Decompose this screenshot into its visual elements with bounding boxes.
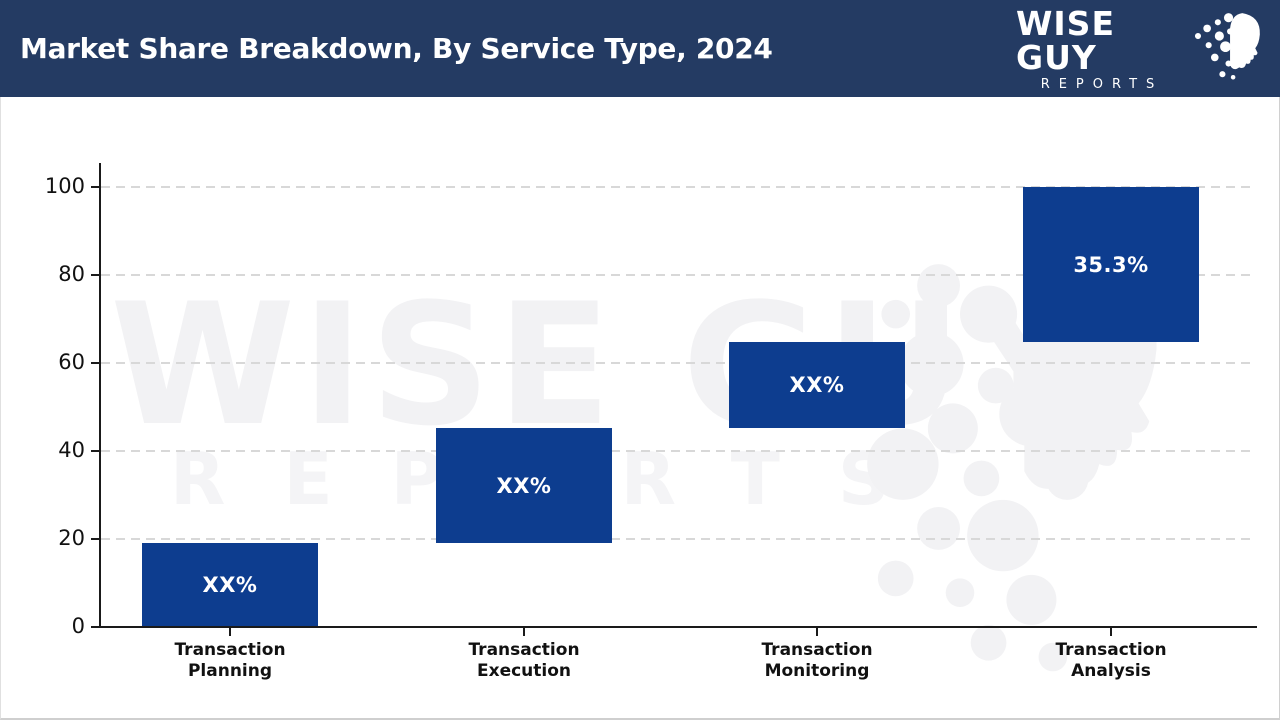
- y-tick-label: 100: [44, 174, 85, 198]
- y-tick: [91, 450, 100, 452]
- bar-value-label: XX%: [496, 473, 552, 498]
- y-tick-label: 0: [71, 614, 85, 638]
- gridline: [101, 538, 1256, 540]
- y-tick: [91, 362, 100, 364]
- y-tick: [91, 186, 100, 188]
- y-tick: [91, 626, 100, 628]
- y-tick-label: 80: [58, 262, 85, 286]
- x-tick: [523, 628, 525, 636]
- y-tick-label: 40: [58, 438, 85, 462]
- header-bar: Market Share Breakdown, By Service Type,…: [0, 0, 1280, 97]
- gridline: [101, 186, 1256, 188]
- x-tick: [229, 628, 231, 636]
- watermark-face-icon: [830, 207, 1190, 711]
- bar-segment: 35.3%: [1023, 187, 1199, 343]
- x-tick: [1110, 628, 1112, 636]
- x-axis-line: [99, 626, 1257, 628]
- logo-wiseguy-text: WISE GUY: [1016, 3, 1115, 77]
- x-category-label: Transaction Monitoring: [761, 640, 873, 681]
- y-tick-label: 60: [58, 350, 85, 374]
- bar-value-label: XX%: [789, 373, 845, 398]
- x-category-label: Transaction Analysis: [1055, 640, 1167, 681]
- x-category-label: Transaction Planning: [174, 640, 286, 681]
- x-category-label: Transaction Execution: [468, 640, 580, 681]
- gridline: [101, 362, 1256, 364]
- bar-value-label: 35.3%: [1073, 252, 1149, 277]
- gridline: [101, 450, 1256, 452]
- gridline: [101, 274, 1256, 276]
- y-tick: [91, 274, 100, 276]
- bar-value-label: XX%: [202, 572, 258, 597]
- bar-segment: XX%: [142, 542, 318, 627]
- y-axis-line: [99, 163, 101, 628]
- y-tick: [91, 538, 100, 540]
- bar-segment: XX%: [436, 428, 612, 543]
- wiseguy-logo: WISE GUY REPORTS: [1016, 6, 1266, 92]
- y-tick-label: 20: [58, 526, 85, 550]
- x-tick: [816, 628, 818, 636]
- page-title: Market Share Breakdown, By Service Type,…: [20, 32, 773, 65]
- bar-segment: XX%: [729, 342, 905, 429]
- logo-reports-text: REPORTS: [1040, 76, 1164, 92]
- logo-face-icon: [1188, 7, 1266, 91]
